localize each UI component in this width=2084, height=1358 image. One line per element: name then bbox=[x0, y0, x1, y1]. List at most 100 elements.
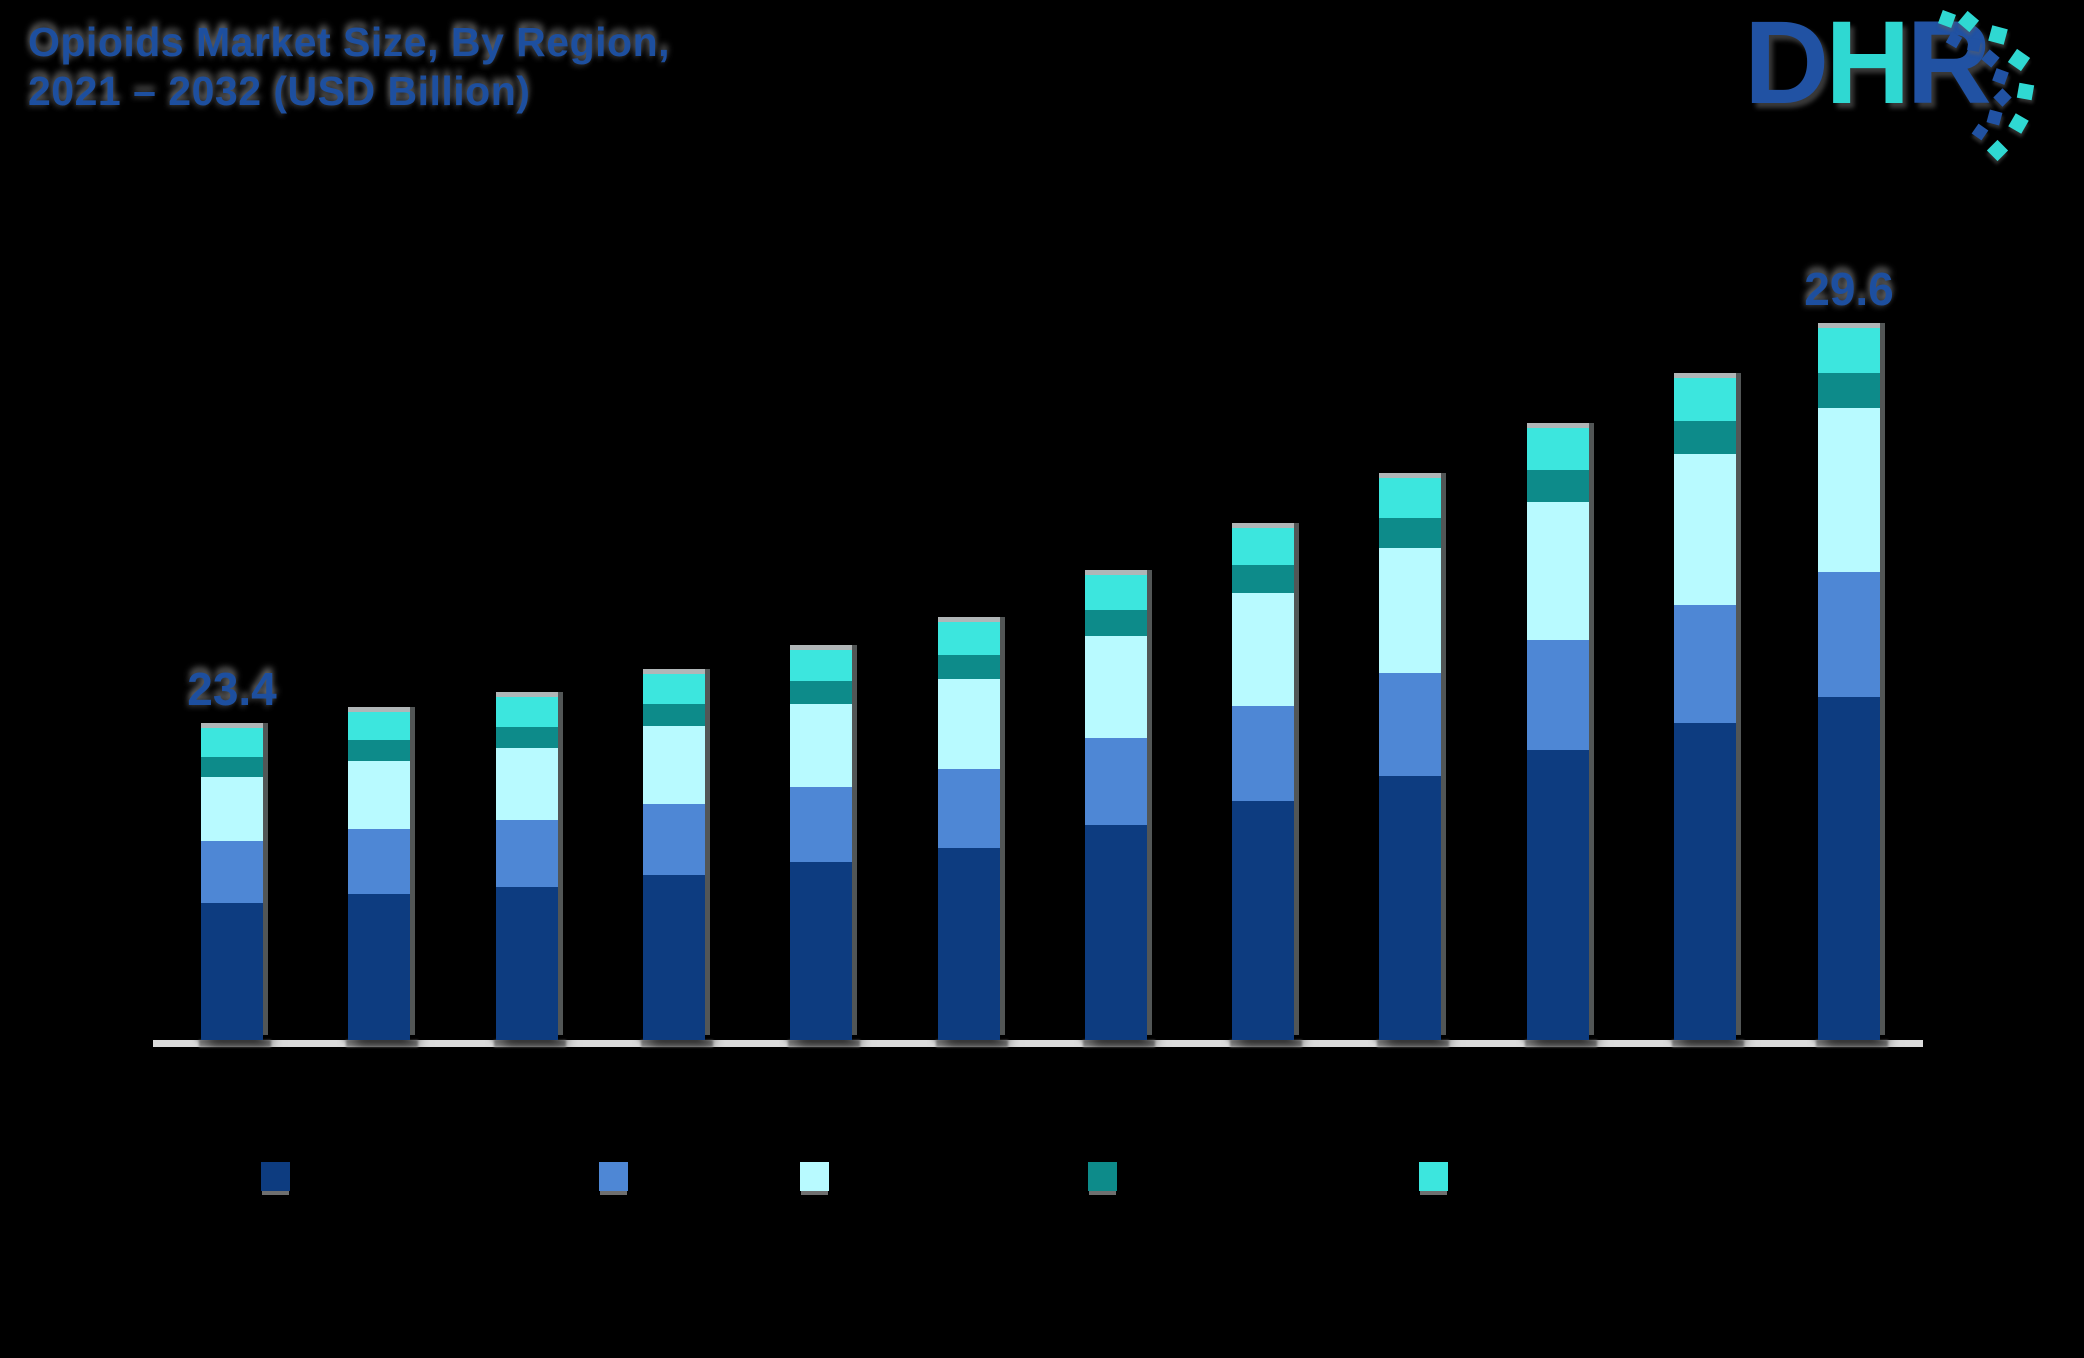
x-axis-line bbox=[153, 1040, 1923, 1047]
bar-segment-series1 bbox=[496, 887, 558, 1040]
legend-swatch-series3 bbox=[800, 1162, 829, 1191]
logo-burst-square-icon bbox=[1988, 25, 2008, 45]
axis-bar-shadow bbox=[641, 1040, 713, 1047]
stacked-bar-2029 bbox=[1379, 478, 1441, 1040]
bar-segment-series5 bbox=[1674, 378, 1736, 421]
axis-bar-shadow bbox=[1230, 1040, 1302, 1047]
bar-segment-series5 bbox=[1232, 528, 1294, 565]
logo-burst-square-icon bbox=[1986, 109, 2003, 126]
bar-value-label: 29.6 bbox=[1804, 263, 1894, 315]
bar-segment-series5 bbox=[1527, 428, 1589, 470]
bar-segment-series4 bbox=[1379, 518, 1441, 548]
logo-letter: D bbox=[1744, 0, 1829, 129]
stacked-bar-2031 bbox=[1674, 378, 1736, 1040]
stacked-bar-2027 bbox=[1085, 575, 1147, 1040]
legend-swatch-series5 bbox=[1419, 1162, 1448, 1191]
bar-segment-series4 bbox=[201, 757, 263, 777]
bar-segment-series4 bbox=[1085, 610, 1147, 636]
bar-segment-series1 bbox=[1674, 723, 1736, 1040]
bar-segment-series3 bbox=[1818, 408, 1880, 572]
bar-segment-series4 bbox=[1818, 373, 1880, 408]
bar-segment-series3 bbox=[938, 679, 1000, 769]
bar-segment-series1 bbox=[348, 894, 410, 1040]
bar-segment-series2 bbox=[1527, 640, 1589, 750]
stacked-bar-2022 bbox=[348, 712, 410, 1040]
logo-letter: H bbox=[1825, 0, 1910, 129]
bar-segment-series2 bbox=[496, 820, 558, 887]
logo-burst-square-icon bbox=[1992, 68, 2009, 85]
bar-segment-series4 bbox=[643, 704, 705, 726]
bar-segment-series3 bbox=[1085, 636, 1147, 738]
bar-segment-series2 bbox=[201, 841, 263, 903]
bar-segment-series4 bbox=[938, 655, 1000, 679]
bar-segment-series1 bbox=[1379, 776, 1441, 1040]
axis-bar-shadow bbox=[1525, 1040, 1597, 1047]
logo-burst-square-icon bbox=[1993, 88, 2012, 107]
bar-segment-series4 bbox=[496, 727, 558, 748]
stacked-bar-2025 bbox=[790, 650, 852, 1040]
bar-segment-series3 bbox=[348, 761, 410, 829]
bar-segment-series1 bbox=[1085, 825, 1147, 1040]
bar-segment-series2 bbox=[1674, 605, 1736, 723]
bar-segment-series5 bbox=[938, 622, 1000, 655]
chart-title-line2: 2021 – 2032 (USD Billion) bbox=[28, 68, 531, 114]
bar-segment-series2 bbox=[348, 829, 410, 894]
stacked-bar-2026 bbox=[938, 622, 1000, 1040]
bar-segment-series5 bbox=[790, 650, 852, 681]
bar-segment-series5 bbox=[643, 674, 705, 704]
bar-segment-series3 bbox=[1674, 454, 1736, 605]
bar-segment-series1 bbox=[1818, 697, 1880, 1040]
legend-swatch-series1 bbox=[261, 1162, 290, 1191]
bar-segment-series5 bbox=[348, 712, 410, 740]
bar-segment-series4 bbox=[790, 681, 852, 704]
bar-segment-series5 bbox=[496, 697, 558, 727]
stacked-bar-2023 bbox=[496, 697, 558, 1040]
axis-bar-shadow bbox=[788, 1040, 860, 1047]
dhr-logo: DHR bbox=[1744, 4, 2044, 162]
bar-segment-series3 bbox=[1379, 548, 1441, 673]
bar-segment-series3 bbox=[643, 726, 705, 804]
bar-segment-series3 bbox=[790, 704, 852, 787]
stacked-bar-2028 bbox=[1232, 528, 1294, 1040]
bar-segment-series3 bbox=[1232, 593, 1294, 706]
logo-burst-square-icon bbox=[1986, 139, 2009, 162]
axis-bar-shadow bbox=[199, 1040, 271, 1047]
bar-segment-series3 bbox=[1527, 502, 1589, 640]
bar-segment-series2 bbox=[1085, 738, 1147, 825]
logo-burst-square-icon bbox=[2008, 113, 2029, 134]
bar-segment-series2 bbox=[790, 787, 852, 862]
bar-segment-series5 bbox=[1818, 328, 1880, 373]
bar-segment-series4 bbox=[1527, 470, 1589, 502]
logo-burst-square-icon bbox=[2007, 48, 2031, 72]
logo-burst-square-icon bbox=[1967, 38, 1981, 52]
bar-segment-series5 bbox=[201, 728, 263, 757]
stacked-bar-2030 bbox=[1527, 428, 1589, 1040]
bar-segment-series2 bbox=[643, 804, 705, 875]
logo-burst-square-icon bbox=[2016, 82, 2035, 101]
bar-segment-series4 bbox=[1232, 565, 1294, 593]
bar-segment-series1 bbox=[201, 903, 263, 1040]
bar-segment-series3 bbox=[201, 777, 263, 841]
bar-segment-series2 bbox=[1232, 706, 1294, 801]
axis-bar-shadow bbox=[936, 1040, 1008, 1047]
axis-bar-shadow bbox=[1083, 1040, 1155, 1047]
bar-segment-series1 bbox=[790, 862, 852, 1040]
bar-segment-series2 bbox=[938, 769, 1000, 848]
axis-bar-shadow bbox=[1377, 1040, 1449, 1047]
stacked-bar-2021 bbox=[201, 728, 263, 1040]
axis-bar-shadow bbox=[1816, 1040, 1888, 1047]
stacked-bar-2032 bbox=[1818, 328, 1880, 1040]
bar-segment-series2 bbox=[1818, 572, 1880, 697]
bar-segment-series3 bbox=[496, 748, 558, 820]
bar-segment-series5 bbox=[1085, 575, 1147, 610]
axis-bar-shadow bbox=[1672, 1040, 1744, 1047]
bar-segment-series4 bbox=[348, 740, 410, 761]
stacked-bar-2024 bbox=[643, 674, 705, 1040]
axis-bar-shadow bbox=[494, 1040, 566, 1047]
legend-swatch-series4 bbox=[1088, 1162, 1117, 1191]
bar-segment-series5 bbox=[1379, 478, 1441, 518]
dhr-logo-letters: DHR bbox=[1744, 4, 1992, 122]
bar-segment-series1 bbox=[643, 875, 705, 1040]
bar-segment-series1 bbox=[1527, 750, 1589, 1040]
chart-title-line1: Opioids Market Size, By Region, bbox=[28, 19, 671, 65]
